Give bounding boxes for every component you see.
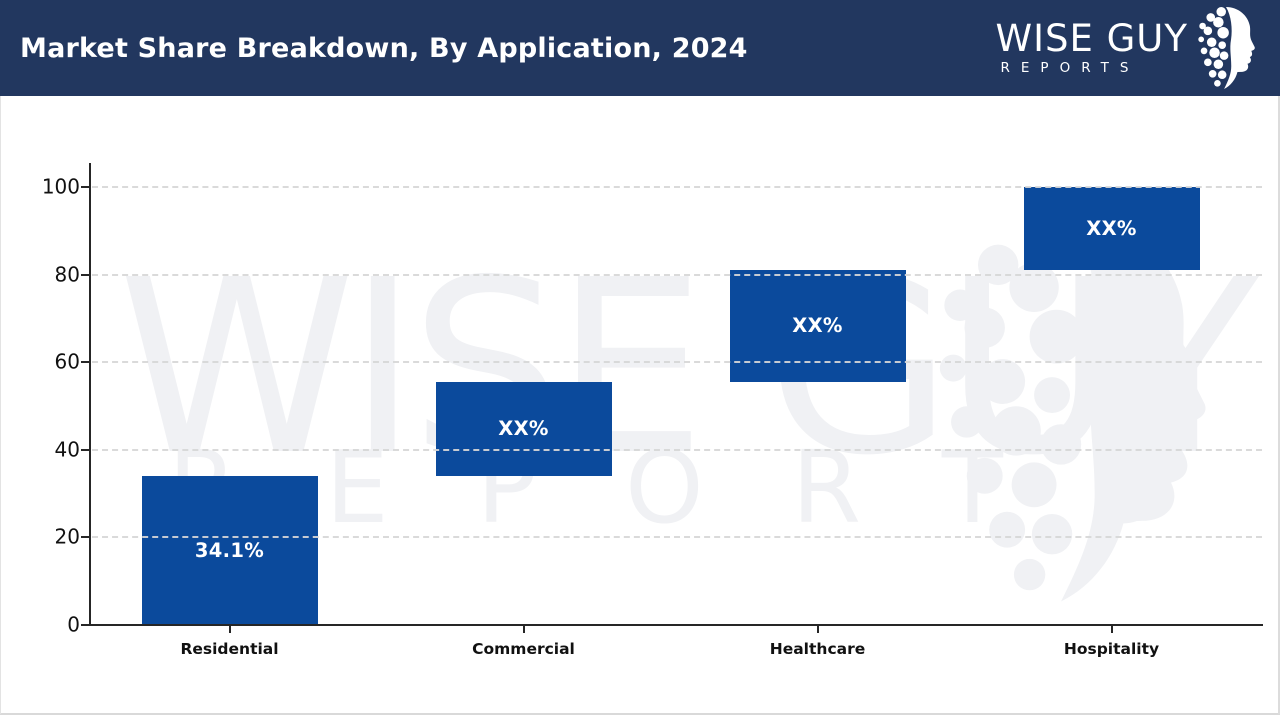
left-edge-rule xyxy=(0,96,1,714)
y-tick-label-100: 100 xyxy=(41,174,80,199)
logo-wordmark: WISE GUY xyxy=(995,17,1188,60)
wiseguy-logo-text: WISE GUY REPORTS xyxy=(996,20,1188,76)
gridline-60 xyxy=(92,361,1262,364)
gridline-80 xyxy=(92,273,1262,276)
y-tick-label-80: 80 xyxy=(54,262,80,287)
page-title: Market Share Breakdown, By Application, … xyxy=(20,32,748,64)
x-tick-label-residential: Residential xyxy=(180,640,279,658)
x-tick-healthcare xyxy=(816,626,819,633)
x-tick-label-commercial: Commercial xyxy=(472,640,575,658)
gridline-100 xyxy=(92,186,1262,188)
gridline-40 xyxy=(92,448,1262,451)
bar-value-label: 34.1% xyxy=(194,538,265,562)
x-tick-label-healthcare: Healthcare xyxy=(769,640,866,658)
x-tick-commercial xyxy=(522,626,525,633)
y-tick-20 xyxy=(81,536,89,539)
y-tick-60 xyxy=(81,361,89,364)
y-tick-100 xyxy=(81,186,89,188)
bar-healthcare: XX% xyxy=(729,269,906,382)
bar-value-label: XX% xyxy=(792,314,843,338)
x-axis-line xyxy=(89,624,1263,626)
gridline-20 xyxy=(92,536,1262,539)
bar-hospitality: XX% xyxy=(1023,187,1200,270)
y-tick-0 xyxy=(81,624,89,626)
x-tick-hospitality xyxy=(1110,626,1113,633)
y-tick-label-20: 20 xyxy=(54,524,80,549)
x-tick-residential xyxy=(228,626,231,633)
bar-value-label: XX% xyxy=(1086,216,1137,240)
y-tick-40 xyxy=(81,448,89,451)
y-axis-line xyxy=(89,163,91,626)
y-tick-label-0: 0 xyxy=(67,612,80,637)
header: Market Share Breakdown, By Application, … xyxy=(0,0,1280,96)
x-tick-label-hospitality: Hospitality xyxy=(1063,640,1160,658)
bottom-rule xyxy=(0,713,1280,715)
y-tick-label-60: 60 xyxy=(54,349,80,374)
y-tick-label-40: 40 xyxy=(54,437,80,462)
bar-residential: 34.1% xyxy=(141,475,318,625)
wiseguy-face-icon xyxy=(1198,6,1255,90)
bar-commercial: XX% xyxy=(435,381,612,476)
logo-subtitle: REPORTS xyxy=(1000,60,1140,76)
bar-value-label: XX% xyxy=(498,417,549,441)
wiseguy-logo: WISE GUY REPORTS xyxy=(996,6,1258,90)
right-edge-rule xyxy=(1278,96,1280,714)
y-tick-80 xyxy=(81,273,89,276)
